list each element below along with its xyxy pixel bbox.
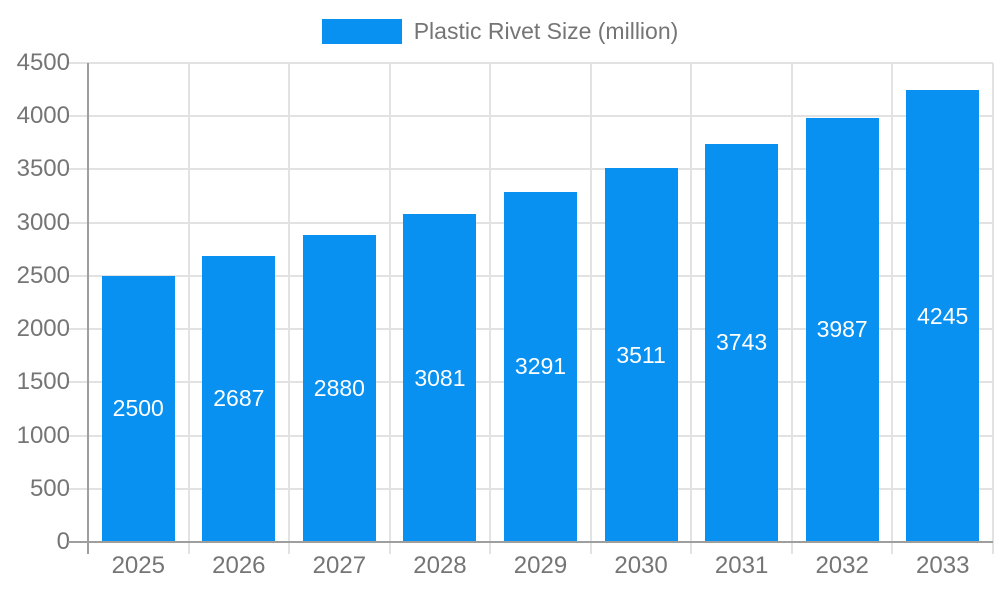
h-gridline [68, 62, 993, 64]
y-tick-label: 3500 [16, 155, 70, 183]
bar-2028[interactable]: 3081 [403, 214, 477, 542]
y-tick-label: 0 [56, 528, 70, 555]
v-gridline [388, 63, 391, 554]
y-tick-label: 1500 [16, 368, 70, 396]
v-gridline [992, 63, 994, 554]
y-tick-label: 3000 [16, 208, 70, 236]
v-gridline [489, 63, 492, 554]
x-tick-label: 2032 [815, 552, 869, 579]
x-tick-label: 2025 [111, 552, 165, 579]
bar-2030[interactable]: 3511 [604, 168, 678, 542]
plot-area: 2500 2687 2880 3081 3291 3511 3743 3987 4245 [68, 62, 994, 554]
x-tick-label: 2027 [312, 552, 367, 579]
x-axis-line [68, 541, 993, 543]
bar-2031[interactable]: 3743 [705, 143, 779, 542]
y-axis-line [87, 63, 89, 554]
bar-2027[interactable]: 2880 [302, 235, 376, 542]
v-gridline [589, 63, 592, 554]
v-gridline [187, 63, 190, 554]
legend-swatch [321, 19, 402, 44]
x-tick-label: 2033 [916, 552, 970, 579]
bar-2032[interactable]: 3987 [805, 117, 879, 542]
h-gridline [68, 115, 993, 118]
x-tick-label: 2028 [413, 552, 467, 579]
v-gridline [790, 63, 793, 554]
y-tick-label: 2500 [16, 261, 70, 289]
bar-2029[interactable]: 3291 [504, 191, 577, 542]
bar-value-label: 2500 [112, 395, 164, 422]
bar-2026[interactable]: 2687 [202, 255, 276, 542]
h-gridline [68, 168, 993, 171]
bar-value-label: 3743 [716, 329, 768, 356]
y-tick-label: 1000 [16, 421, 70, 449]
x-tick-label: 2026 [212, 552, 266, 579]
bar-value-label: 2687 [213, 385, 265, 412]
bar-value-label: 2880 [313, 375, 365, 402]
chart-legend[interactable]: Plastic Rivet Size (million) [0, 18, 1000, 45]
bar-2025[interactable]: 2500 [101, 275, 175, 542]
v-gridline [891, 63, 894, 554]
legend-label: Plastic Rivet Size (million) [413, 18, 679, 44]
y-tick-label: 2000 [16, 315, 70, 343]
y-tick-label: 4500 [16, 49, 70, 76]
x-tick-label: 2031 [714, 552, 769, 579]
bar-value-label: 3291 [514, 353, 567, 380]
bar-value-label: 4245 [917, 302, 969, 329]
bar-2033[interactable]: 4245 [906, 90, 980, 542]
bar-value-label: 3987 [816, 316, 868, 343]
v-gridline [288, 63, 291, 554]
y-tick-label: 500 [29, 474, 70, 502]
y-tick-label: 4000 [16, 102, 70, 130]
x-tick-label: 2030 [614, 552, 668, 579]
v-gridline [690, 63, 693, 554]
bar-value-label: 3081 [414, 364, 466, 391]
bar-value-label: 3511 [616, 341, 666, 368]
x-tick-label: 2029 [513, 552, 568, 579]
